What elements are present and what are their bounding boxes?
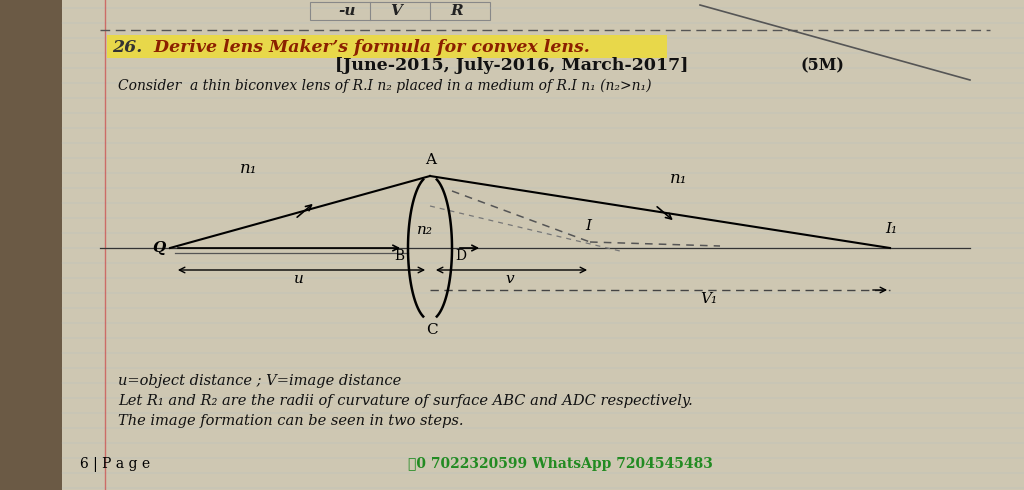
Text: V: V — [390, 4, 401, 18]
Text: n₁: n₁ — [670, 170, 687, 187]
Text: ⑸0 7022320599 WhatsApp 7204545483: ⑸0 7022320599 WhatsApp 7204545483 — [408, 457, 713, 471]
Text: C: C — [426, 323, 437, 337]
Text: 26.: 26. — [112, 39, 142, 56]
FancyBboxPatch shape — [62, 0, 1024, 490]
Text: v: v — [505, 272, 514, 286]
FancyBboxPatch shape — [106, 35, 667, 58]
Text: Q: Q — [152, 241, 165, 255]
Text: u: u — [294, 272, 304, 286]
Text: -u: -u — [338, 4, 355, 18]
Text: 6 | P a g e: 6 | P a g e — [80, 457, 151, 472]
Text: Consider  a thin biconvex lens of R.I n₂ placed in a medium of R.I n₁ (n₂>n₁): Consider a thin biconvex lens of R.I n₂ … — [118, 78, 651, 93]
Text: [June-2015, July-2016, March-2017]: [June-2015, July-2016, March-2017] — [335, 57, 689, 74]
Text: n₂: n₂ — [417, 223, 433, 237]
Text: B: B — [394, 249, 404, 263]
Text: I: I — [585, 219, 591, 233]
Text: The image formation can be seen in two steps.: The image formation can be seen in two s… — [118, 414, 464, 428]
FancyBboxPatch shape — [310, 2, 490, 20]
Text: I₁: I₁ — [885, 222, 897, 236]
Text: R: R — [450, 4, 463, 18]
Text: D: D — [455, 249, 466, 263]
Text: V₁: V₁ — [700, 292, 717, 306]
Text: u=object distance ; V=image distance: u=object distance ; V=image distance — [118, 374, 401, 388]
Text: A: A — [425, 153, 436, 167]
FancyBboxPatch shape — [0, 0, 62, 490]
Text: n₁: n₁ — [240, 160, 257, 177]
Text: Let R₁ and R₂ are the radii of curvature of surface ABC and ADC respectively.: Let R₁ and R₂ are the radii of curvature… — [118, 394, 693, 408]
Text: Derive lens Maker’s formula for convex lens.: Derive lens Maker’s formula for convex l… — [148, 39, 590, 56]
Text: (5M): (5M) — [800, 57, 844, 74]
